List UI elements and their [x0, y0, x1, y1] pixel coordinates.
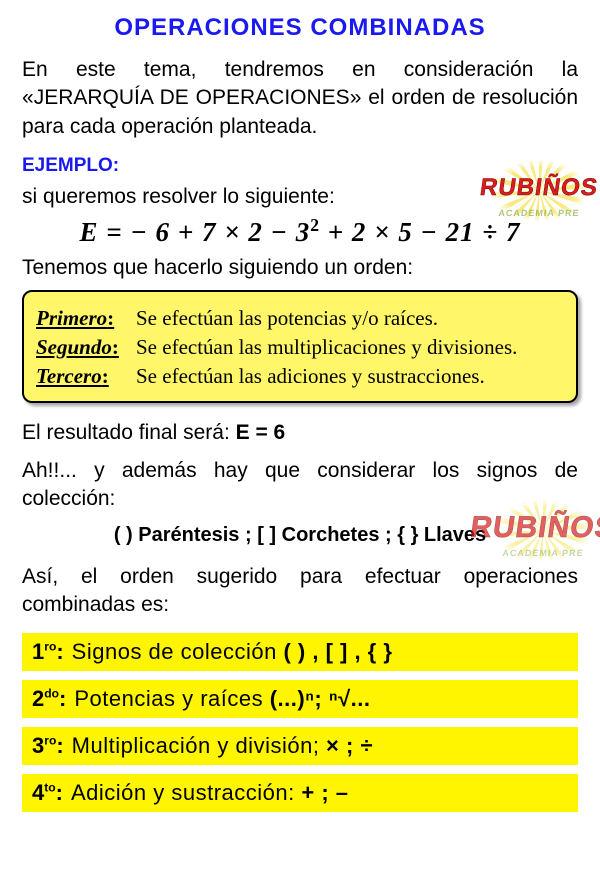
example-label: EJEMPLO: [22, 155, 578, 177]
result-line: El resultado final será: E = 6 [22, 421, 578, 445]
step-ord-sup: do [44, 687, 59, 701]
step-text: Potencias y raíces [74, 686, 269, 711]
equation-part-8: − [413, 217, 446, 247]
follow-text: Tenemos que hacerlo siguiendo un orden: [22, 256, 578, 280]
step-ord-num: 3 [32, 733, 44, 758]
step-ord-num: 1 [32, 639, 44, 664]
equation-part-6: + [320, 217, 352, 247]
step-ord-sup: ro [44, 734, 56, 748]
step-body: Signos de colección ( ) , [ ] , { } [72, 639, 393, 665]
step-ord-num: 2 [32, 686, 44, 711]
equation: E = − 6 + 7 × 2 − 32 + 2 × 5 − 21 ÷ 7 [22, 215, 578, 248]
equation-lhs: E [80, 217, 99, 247]
step-text: Signos de colección [72, 639, 284, 664]
intro-paragraph: En este tema, tendremos en consideración… [22, 56, 578, 141]
page-title: OPERACIONES COMBINADAS [22, 14, 578, 42]
step-ordinal: 2do: [32, 686, 66, 712]
equation-eq: = [99, 217, 131, 247]
step-symbols: ( ) , [ ] , { } [283, 639, 392, 664]
rule-row: Tercero Se efectúan las adiciones y sust… [36, 364, 564, 389]
rule-text: Se efectúan las potencias y/o raíces. [136, 306, 564, 331]
step-ord-num: 4 [32, 780, 44, 805]
step-ord-sup: ro [44, 640, 56, 654]
step-body: Potencias y raíces (...)ⁿ; ⁿ√... [74, 686, 370, 712]
step-bar-4: 4to: Adición y sustracción: + ; – [22, 774, 578, 812]
result-answer: E = 6 [236, 421, 286, 444]
step-bar-1: 1ro: Signos de colección ( ) , [ ] , { } [22, 633, 578, 671]
step-ord-sup: to [44, 781, 55, 795]
rule-ordinal: Segundo [36, 335, 136, 360]
intro-bold: JERARQUÍA DE OPERACIONES [34, 86, 350, 109]
step-symbols: (...)ⁿ; ⁿ√... [270, 686, 371, 711]
step-symbols: × ; ÷ [326, 733, 373, 758]
step-ordinal: 1ro: [32, 639, 64, 665]
rule-row: Primero Se efectúan las potencias y/o ra… [36, 306, 564, 331]
equation-part-3: − [263, 217, 296, 247]
ah-paragraph: Ah!!... y además hay que considerar los … [22, 457, 578, 514]
rule-text: Se efectúan las multiplicaciones y divis… [136, 335, 564, 360]
collection-symbols-line: ( ) Paréntesis ; [ ] Corchetes ; { } Lla… [22, 524, 578, 547]
step-text: Multiplicación y división; [72, 733, 326, 758]
step-ordinal: 3ro: [32, 733, 64, 759]
rule-ordinal: Tercero [36, 364, 136, 389]
equation-part-9: 21 ÷ 7 [446, 217, 521, 247]
rule-row: Segundo Se efectúan las multiplicaciones… [36, 335, 564, 360]
step-text: Adición y sustracción: [71, 780, 301, 805]
rule-ordinal: Primero [36, 306, 136, 331]
asi-paragraph: Así, el orden sugerido para efectuar ope… [22, 563, 578, 620]
equation-part-7: 2 × 5 [352, 217, 413, 247]
step-bar-3: 3ro: Multiplicación y división; × ; ÷ [22, 727, 578, 765]
step-body: Adición y sustracción: + ; – [71, 780, 349, 806]
example-prompt: si queremos resolver lo siguiente: [22, 185, 578, 209]
step-body: Multiplicación y división; × ; ÷ [72, 733, 373, 759]
logo-sub-text: ACADEMIA PRE [502, 548, 584, 558]
equation-part-0: − 6 [130, 217, 170, 247]
step-bar-2: 2do: Potencias y raíces (...)ⁿ; ⁿ√... [22, 680, 578, 718]
rule-text: Se efectúan las adiciones y sustraccione… [136, 364, 564, 389]
equation-part-2: 7 × 2 [202, 217, 263, 247]
step-ordinal: 4to: [32, 780, 63, 806]
equation-part-4: 3 [296, 217, 311, 247]
equation-exp: 2 [310, 215, 320, 235]
equation-part-1: + [170, 217, 202, 247]
result-pre: El resultado final será: [22, 421, 236, 444]
rules-box: Primero Se efectúan las potencias y/o ra… [22, 290, 578, 403]
step-symbols: + ; – [301, 780, 348, 805]
